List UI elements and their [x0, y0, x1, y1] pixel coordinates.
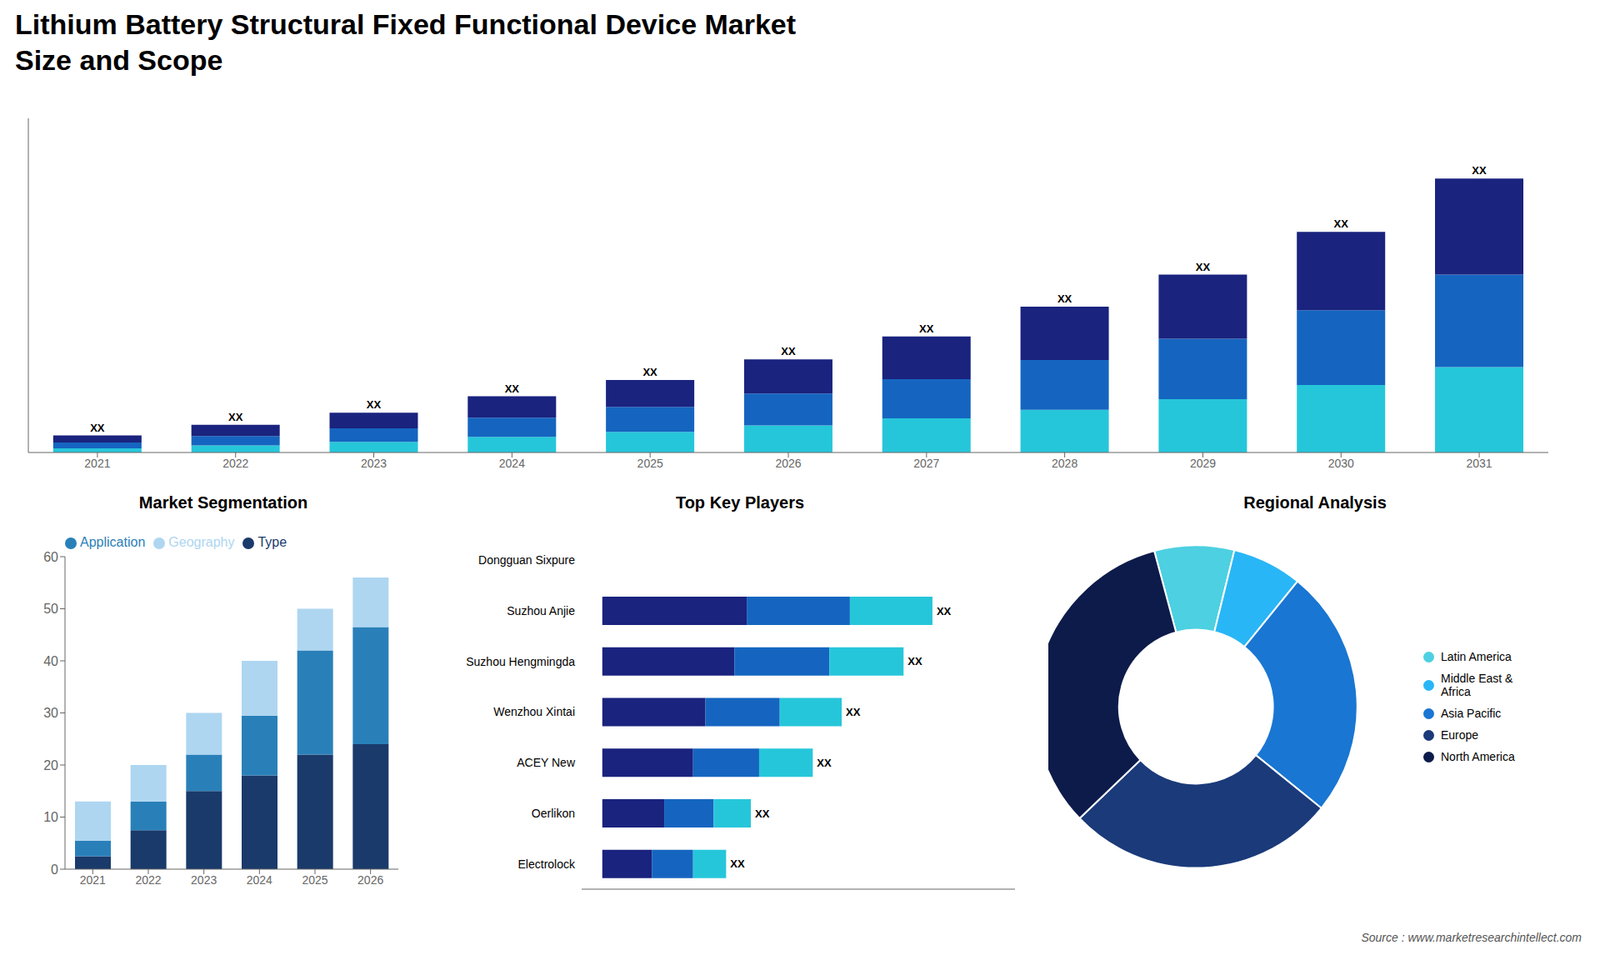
html-text:Lithium Battery Structural Fix: Lithium Battery Structural Fixed Functio…: [15, 8, 796, 76]
svg-text:XX: XX: [907, 655, 923, 668]
svg-text:30: 30: [43, 705, 59, 720]
svg-text:XX: XX: [642, 365, 658, 379]
svg-text:XX: XX: [228, 410, 244, 424]
svg-text:2023: 2023: [190, 873, 217, 887]
svg-text:XX: XX: [730, 857, 745, 870]
svg-text:XX: XX: [919, 322, 935, 335]
html-text:Geography: Geography: [168, 535, 235, 550]
svg-text:2029: 2029: [1190, 456, 1216, 470]
svg-text:Electrolock: Electrolock: [518, 857, 576, 871]
svg-text:2022: 2022: [222, 456, 249, 470]
svg-text:2025: 2025: [301, 873, 328, 887]
svg-text:10: 10: [43, 810, 59, 825]
svg-text:2026: 2026: [775, 456, 801, 470]
svg-text:XX: XX: [816, 756, 832, 770]
svg-text:XX: XX: [1471, 164, 1487, 177]
html-text:Middle East & Africa: Middle East & Africa: [1440, 671, 1513, 699]
svg-text:XX: XX: [755, 807, 770, 820]
svg-text:XX: XX: [1195, 260, 1211, 274]
svg-text:0: 0: [50, 862, 59, 877]
svg-text:2031: 2031: [1466, 456, 1493, 470]
svg-text:Wenzhou Xintai: Wenzhou Xintai: [493, 705, 575, 719]
svg-text:40: 40: [43, 654, 59, 669]
html-text:Type: Type: [257, 535, 287, 550]
svg-text:2024: 2024: [499, 456, 525, 470]
html-text:Regional Analysis: Regional Analysis: [1243, 493, 1387, 512]
html-text:Top Key Players: Top Key Players: [675, 493, 805, 512]
svg-text:2027: 2027: [913, 456, 940, 470]
svg-text:2028: 2028: [1051, 456, 1078, 470]
html-text:Latin America: Latin America: [1440, 650, 1512, 664]
svg-text:XX: XX: [90, 421, 105, 435]
svg-text:Suzhou Anjie: Suzhou Anjie: [506, 604, 575, 618]
svg-text:XX: XX: [845, 705, 861, 719]
html-text:Asia Pacific: Asia Pacific: [1440, 706, 1502, 720]
svg-text:2030: 2030: [1328, 456, 1355, 470]
svg-text:XX: XX: [366, 398, 382, 411]
svg-text:ACEY New: ACEY New: [516, 755, 576, 770]
html-text:Europe: Europe: [1440, 728, 1479, 742]
svg-text:60: 60: [43, 550, 59, 565]
svg-text:2021: 2021: [84, 456, 110, 470]
svg-text:2023: 2023: [360, 456, 387, 470]
svg-text:2022: 2022: [135, 873, 161, 887]
svg-text:Suzhou Hengmingda: Suzhou Hengmingda: [465, 655, 575, 669]
svg-text:2021: 2021: [80, 873, 106, 887]
html-text:North America: North America: [1440, 750, 1515, 764]
html-text:Market Segmentation: Market Segmentation: [139, 493, 308, 512]
svg-text:2025: 2025: [637, 456, 664, 470]
svg-text:XX: XX: [936, 605, 952, 618]
svg-text:XX: XX: [780, 345, 796, 358]
svg-text:2026: 2026: [357, 873, 384, 887]
html-text:Application: Application: [80, 535, 146, 550]
svg-text:20: 20: [43, 758, 59, 773]
svg-text:2024: 2024: [246, 873, 273, 887]
svg-text:Dongguan Sixpure: Dongguan Sixpure: [478, 553, 575, 567]
svg-text:XX: XX: [505, 382, 520, 395]
svg-text:XX: XX: [1334, 217, 1350, 230]
svg-text:Oerlikon: Oerlikon: [531, 806, 575, 820]
svg-text:XX: XX: [1057, 292, 1073, 305]
html-text:Source : www.marketresearchint: Source : www.marketresearchintellect.com: [1361, 930, 1582, 945]
svg-text:50: 50: [43, 601, 59, 616]
